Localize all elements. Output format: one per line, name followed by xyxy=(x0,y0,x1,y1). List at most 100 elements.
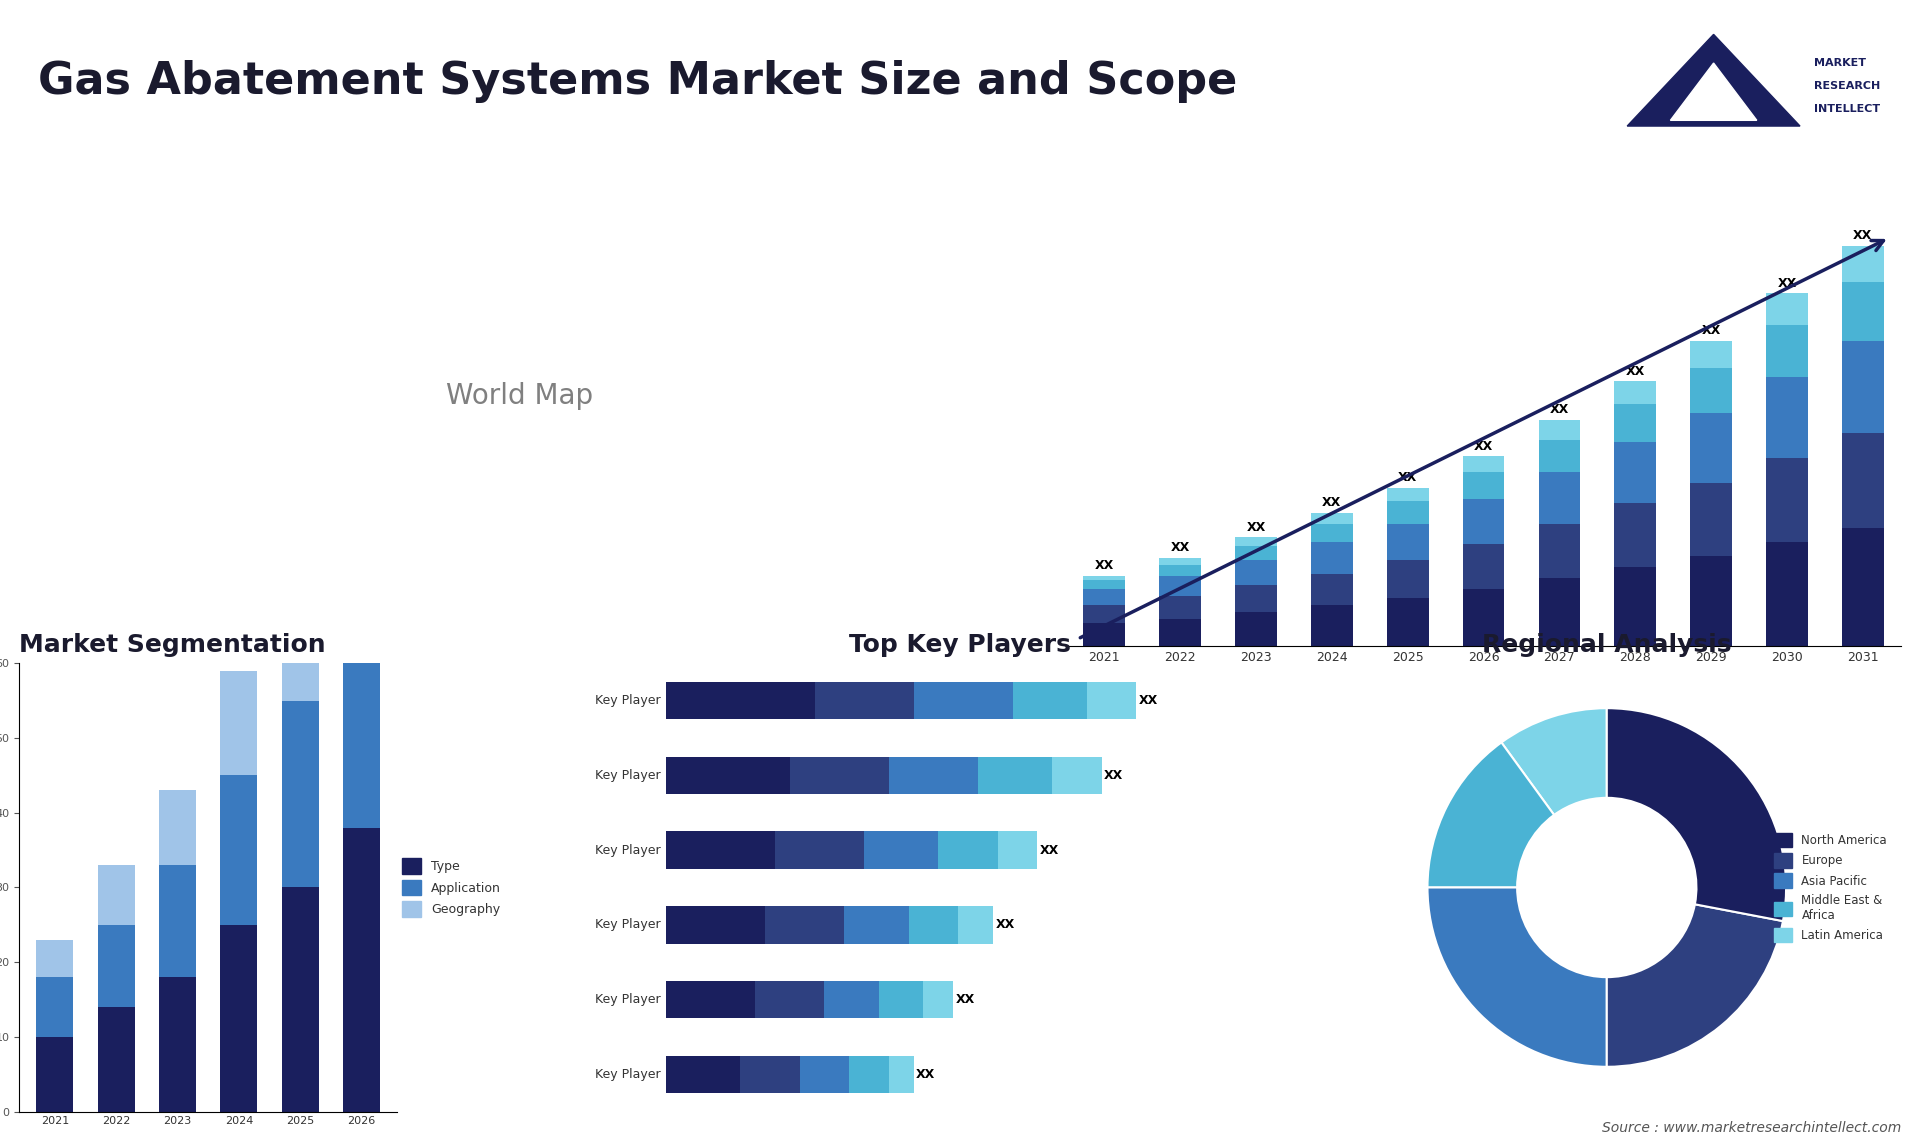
Bar xyxy=(1386,501,1428,524)
Text: XX: XX xyxy=(1398,471,1417,485)
Bar xyxy=(221,925,257,1112)
Bar xyxy=(1083,605,1125,623)
Bar xyxy=(1841,282,1884,340)
Text: XX: XX xyxy=(995,918,1014,932)
Bar xyxy=(1235,537,1277,547)
Bar xyxy=(1311,524,1354,542)
Bar xyxy=(1841,245,1884,282)
Bar xyxy=(1311,512,1354,524)
Bar xyxy=(824,981,879,1019)
Polygon shape xyxy=(1628,34,1801,126)
Bar xyxy=(344,827,380,1112)
Bar xyxy=(159,865,196,978)
Bar xyxy=(98,865,134,925)
Text: XX: XX xyxy=(1626,364,1645,378)
Text: XX: XX xyxy=(1853,229,1872,242)
Bar xyxy=(958,906,993,943)
Bar xyxy=(666,832,776,869)
Bar xyxy=(159,978,196,1112)
Text: XX: XX xyxy=(916,1068,935,1081)
Bar xyxy=(1083,623,1125,646)
Bar xyxy=(1538,419,1580,440)
Bar xyxy=(36,1037,73,1112)
Text: XX: XX xyxy=(1549,403,1569,416)
Text: MARKET: MARKET xyxy=(1814,58,1866,68)
Bar xyxy=(764,906,845,943)
Bar xyxy=(1766,293,1809,324)
Bar xyxy=(1463,456,1505,472)
Bar xyxy=(282,700,319,887)
Text: Key Player: Key Player xyxy=(595,994,660,1006)
Text: INTELLECT: INTELLECT xyxy=(1814,104,1880,113)
Bar xyxy=(864,832,939,869)
Bar xyxy=(1615,567,1657,646)
Text: Key Player: Key Player xyxy=(595,918,660,932)
Bar xyxy=(1052,756,1102,794)
Bar xyxy=(1386,488,1428,501)
Bar xyxy=(1463,589,1505,646)
Bar xyxy=(666,682,814,720)
Bar xyxy=(1160,565,1202,575)
Bar xyxy=(1615,442,1657,503)
Wedge shape xyxy=(1427,887,1607,1067)
Bar xyxy=(1463,499,1505,544)
Text: XX: XX xyxy=(1323,496,1342,509)
Legend: Type, Application, Geography: Type, Application, Geography xyxy=(397,854,505,921)
Bar xyxy=(1690,484,1732,556)
Bar xyxy=(1386,524,1428,560)
Bar xyxy=(1386,598,1428,646)
Bar xyxy=(889,756,977,794)
Bar xyxy=(666,756,789,794)
Bar xyxy=(666,906,764,943)
Legend: North America, Europe, Asia Pacific, Middle East &
Africa, Latin America: North America, Europe, Asia Pacific, Mid… xyxy=(1770,829,1891,947)
Text: Source : www.marketresearchintellect.com: Source : www.marketresearchintellect.com xyxy=(1601,1121,1901,1135)
Bar xyxy=(741,1055,801,1093)
Text: XX: XX xyxy=(1041,843,1060,856)
Bar xyxy=(1766,458,1809,542)
Text: XX: XX xyxy=(1171,541,1190,555)
Bar xyxy=(1690,368,1732,413)
Bar xyxy=(1087,682,1137,720)
Bar xyxy=(221,776,257,925)
Bar xyxy=(914,682,1012,720)
Bar xyxy=(1235,560,1277,584)
Bar xyxy=(1160,619,1202,646)
Bar xyxy=(1083,575,1125,580)
Text: XX: XX xyxy=(1246,521,1265,534)
Text: Key Player: Key Player xyxy=(595,1068,660,1081)
Bar xyxy=(776,832,864,869)
Bar xyxy=(1615,503,1657,567)
Bar xyxy=(1012,682,1087,720)
Bar xyxy=(36,940,73,978)
Bar xyxy=(98,1007,134,1112)
Bar xyxy=(282,887,319,1112)
Bar xyxy=(1538,578,1580,646)
Bar xyxy=(666,1055,741,1093)
Text: XX: XX xyxy=(1701,324,1720,337)
Text: Market Segmentation: Market Segmentation xyxy=(19,634,326,658)
Bar xyxy=(1235,584,1277,612)
Bar xyxy=(755,981,824,1019)
Bar xyxy=(849,1055,889,1093)
Bar xyxy=(1690,556,1732,646)
Bar xyxy=(939,832,998,869)
Bar xyxy=(1083,580,1125,589)
Bar xyxy=(908,906,958,943)
Bar xyxy=(1160,596,1202,619)
Bar xyxy=(998,832,1037,869)
Wedge shape xyxy=(1501,708,1607,815)
Text: Key Player: Key Player xyxy=(595,769,660,782)
Bar xyxy=(1311,574,1354,605)
Polygon shape xyxy=(1670,63,1757,120)
Bar xyxy=(1311,605,1354,646)
Text: RESEARCH: RESEARCH xyxy=(1814,81,1882,91)
Bar xyxy=(924,981,952,1019)
Bar xyxy=(159,791,196,865)
Bar xyxy=(1766,324,1809,377)
Bar xyxy=(1235,612,1277,646)
Bar xyxy=(845,906,908,943)
Bar xyxy=(1841,340,1884,433)
Wedge shape xyxy=(1427,743,1553,887)
Bar xyxy=(1841,528,1884,646)
Bar xyxy=(344,417,380,604)
